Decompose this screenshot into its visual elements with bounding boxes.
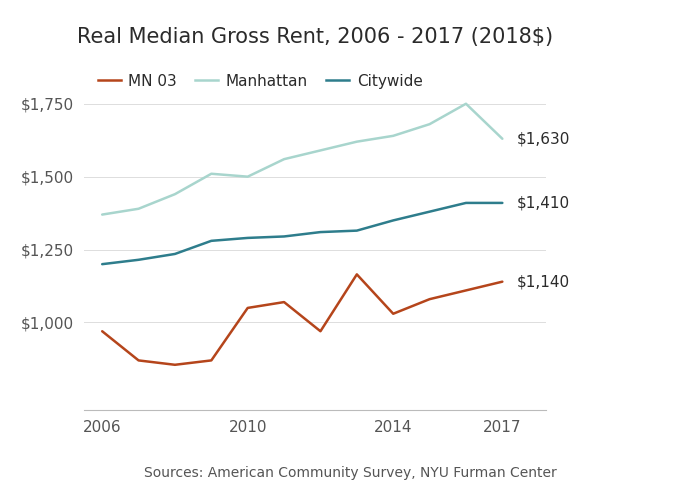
Text: $1,410: $1,410	[517, 196, 570, 210]
Text: Sources: American Community Survey, NYU Furman Center: Sources: American Community Survey, NYU …	[144, 466, 556, 480]
Text: $1,140: $1,140	[517, 274, 570, 289]
Text: $1,630: $1,630	[517, 131, 570, 146]
Title: Real Median Gross Rent, 2006 - 2017 (2018$): Real Median Gross Rent, 2006 - 2017 (201…	[77, 28, 553, 48]
Legend: MN 03, Manhattan, Citywide: MN 03, Manhattan, Citywide	[92, 68, 429, 95]
